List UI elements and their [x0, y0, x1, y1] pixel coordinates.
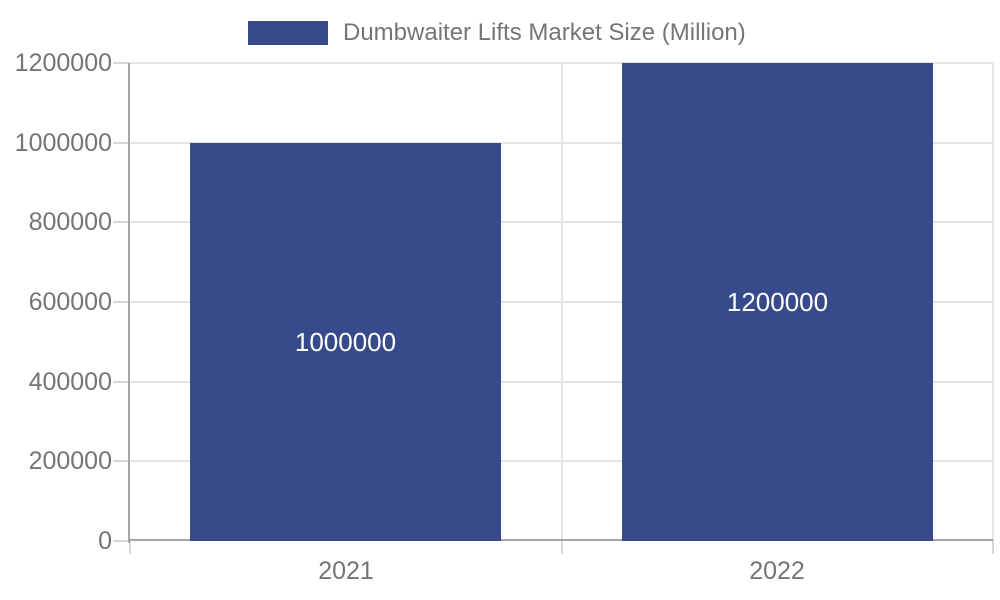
bar-2021: 1000000 — [190, 143, 501, 541]
chart-legend: Dumbwaiter Lifts Market Size (Million) — [248, 19, 746, 47]
y-axis-tick-label: 1000000 — [14, 129, 112, 157]
x-axis-tick — [992, 541, 994, 554]
gridline-vertical — [561, 63, 563, 541]
y-axis-tick — [113, 460, 130, 462]
y-axis-tick — [113, 62, 130, 64]
y-axis-tick-label: 200000 — [28, 447, 112, 475]
y-axis-tick — [113, 221, 130, 223]
y-axis-line — [128, 63, 130, 543]
y-axis-tick-label: 800000 — [28, 208, 112, 236]
gridline-vertical — [992, 63, 994, 541]
y-axis-tick-label: 1200000 — [14, 49, 112, 77]
y-axis-tick — [113, 381, 130, 383]
y-axis-tick — [113, 301, 130, 303]
x-axis-category-label: 2022 — [749, 557, 805, 585]
x-axis-tick — [561, 541, 563, 554]
y-axis-tick — [113, 540, 130, 542]
legend-label: Dumbwaiter Lifts Market Size (Million) — [343, 19, 746, 46]
x-axis-category-label: 2021 — [318, 557, 374, 585]
bar-value-label: 1000000 — [294, 326, 397, 357]
bar-value-label: 1200000 — [726, 286, 829, 317]
x-axis-line — [128, 539, 993, 541]
y-axis-tick — [113, 142, 130, 144]
y-axis-tick-label: 0 — [98, 527, 112, 555]
x-axis-tick — [129, 541, 131, 554]
bar-2022: 1200000 — [622, 63, 933, 541]
legend-swatch — [248, 21, 328, 45]
y-axis-tick-label: 400000 — [28, 368, 112, 396]
y-axis-tick-label: 600000 — [28, 288, 112, 316]
